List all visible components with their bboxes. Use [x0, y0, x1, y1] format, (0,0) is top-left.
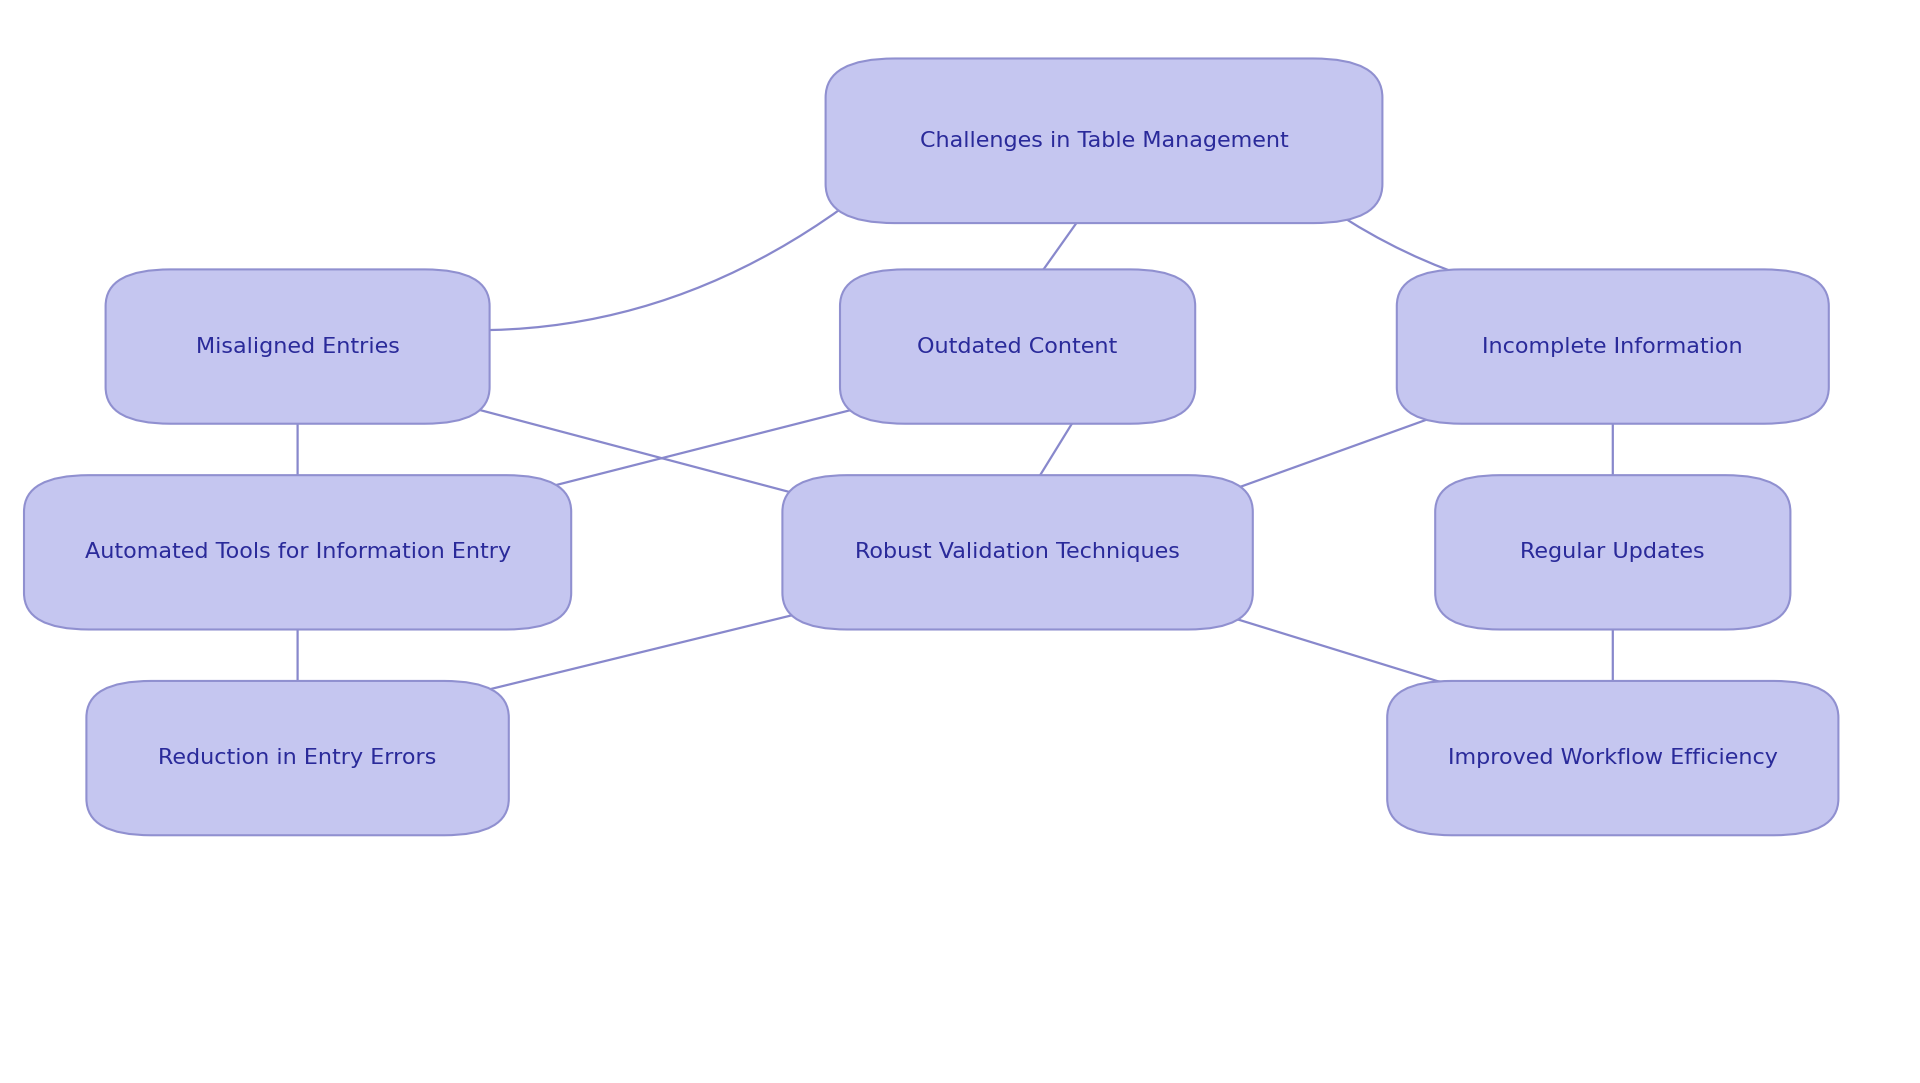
FancyBboxPatch shape	[25, 475, 572, 629]
FancyBboxPatch shape	[1386, 681, 1837, 835]
FancyBboxPatch shape	[783, 475, 1254, 629]
Text: Automated Tools for Information Entry: Automated Tools for Information Entry	[84, 543, 511, 562]
Text: Misaligned Entries: Misaligned Entries	[196, 337, 399, 356]
Text: Reduction in Entry Errors: Reduction in Entry Errors	[159, 748, 436, 768]
Text: Robust Validation Techniques: Robust Validation Techniques	[854, 543, 1181, 562]
Text: Incomplete Information: Incomplete Information	[1482, 337, 1743, 356]
FancyBboxPatch shape	[1398, 270, 1828, 423]
Text: Regular Updates: Regular Updates	[1521, 543, 1705, 562]
FancyBboxPatch shape	[106, 270, 490, 423]
Text: Outdated Content: Outdated Content	[918, 337, 1117, 356]
Text: Challenges in Table Management: Challenges in Table Management	[920, 131, 1288, 151]
FancyBboxPatch shape	[86, 681, 509, 835]
FancyBboxPatch shape	[826, 58, 1382, 223]
Text: Improved Workflow Efficiency: Improved Workflow Efficiency	[1448, 748, 1778, 768]
FancyBboxPatch shape	[1436, 475, 1789, 629]
FancyBboxPatch shape	[841, 270, 1194, 423]
